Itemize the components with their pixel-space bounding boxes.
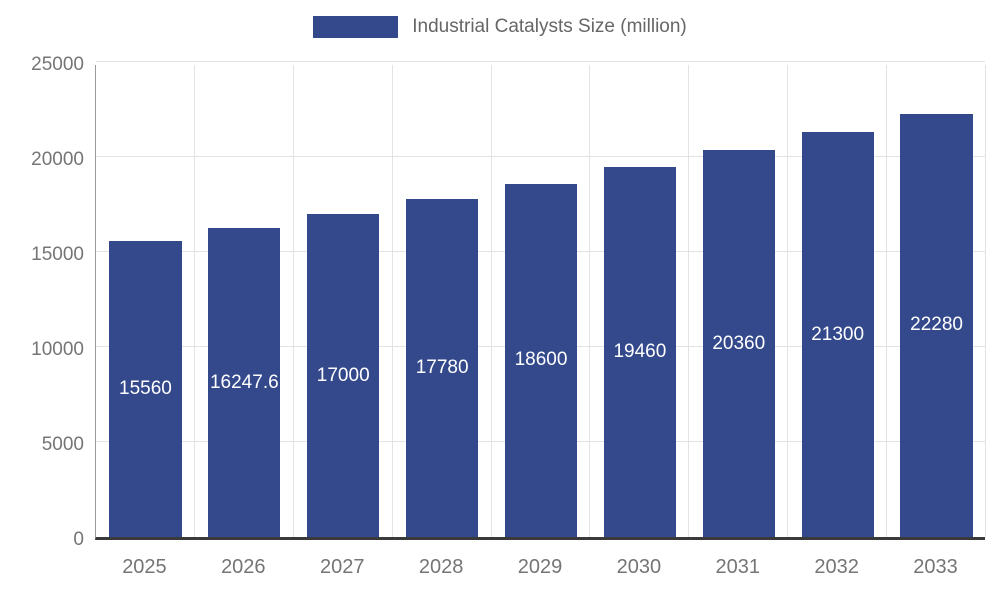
plot-area: 15560 16247.6 17000 17780 18600 19460 20360 213… [95,61,986,540]
gridline-vertical [886,65,888,537]
y-axis-label-5000: 5000 [41,434,84,455]
gridline-vertical [193,65,195,537]
legend[interactable]: Industrial Catalysts Size (million) [0,16,1000,38]
bar-2033: 22280 [900,113,973,537]
bar-value-label-2029: 18600 [514,349,568,371]
bar-2028: 17780 [406,199,479,537]
x-axis-label-2031: 2031 [715,556,761,578]
bar-value-label-2031: 20360 [712,332,766,354]
legend-swatch [313,16,399,38]
bar-value-label-2028: 17780 [415,357,469,379]
x-axis-label-2027: 2027 [319,556,365,578]
x-axis-label-2032: 2032 [814,556,859,578]
gridline-vertical [391,65,393,537]
y-axis-label-0: 0 [73,529,84,550]
bar-2025: 15560 [109,241,182,537]
bar-2031: 20360 [702,150,775,537]
bar-value-label-2032: 21300 [811,323,865,345]
bar-2026: 16247.6 [208,228,281,537]
gridline-vertical [787,65,789,537]
bar-2032: 21300 [801,132,874,537]
y-axis-label-20000: 20000 [31,149,84,170]
bar-value-label-2033: 22280 [910,314,963,336]
bar-2027: 17000 [307,214,380,537]
x-axis-label-2030: 2030 [616,556,662,578]
y-axis-label-25000: 25000 [31,54,84,75]
gridline-horizontal [96,156,985,157]
bar-value-label-2027: 17000 [316,364,370,386]
legend-label: Industrial Catalysts Size (million) [412,16,687,37]
x-axis-label-2025: 2025 [122,556,167,578]
gridline-vertical [292,65,294,537]
x-axis-label-2026: 2026 [221,556,266,578]
gridline-horizontal [96,61,985,62]
gridline-vertical [589,65,591,537]
x-axis-label-2028: 2028 [418,556,464,578]
x-axis-label-2033: 2033 [913,556,958,578]
x-axis-label-2029: 2029 [517,556,563,578]
bar-value-label-2025: 15560 [119,378,172,400]
bar-value-label-2030: 19460 [613,341,667,363]
bar-2029: 18600 [504,183,578,537]
gridline-vertical [985,65,986,537]
y-axis-label-15000: 15000 [31,244,84,265]
y-axis-label-10000: 10000 [31,339,84,360]
gridline-vertical [490,65,492,537]
bar-2030: 19460 [603,167,676,537]
gridline-vertical [688,65,690,537]
bar-value-label-2026: 16247.6 [209,371,279,393]
